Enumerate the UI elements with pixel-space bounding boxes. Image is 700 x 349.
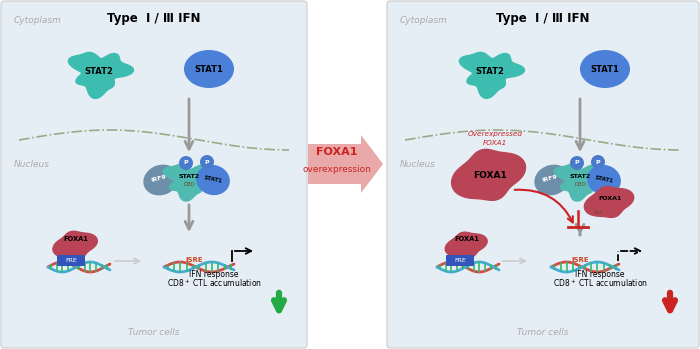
Text: overexpression: overexpression (302, 164, 372, 173)
Text: CD8$^+$ CTL accumulation: CD8$^+$ CTL accumulation (167, 277, 262, 289)
Text: FRE: FRE (65, 258, 77, 263)
Text: STAT1: STAT1 (594, 174, 614, 183)
Text: Nucleus: Nucleus (400, 160, 436, 169)
Text: FRE: FRE (454, 258, 466, 263)
Ellipse shape (144, 165, 178, 195)
Ellipse shape (196, 165, 230, 195)
Text: P: P (204, 159, 209, 164)
Text: STAT1: STAT1 (591, 65, 620, 74)
FancyBboxPatch shape (387, 1, 699, 348)
Ellipse shape (587, 165, 621, 195)
Text: ISRE: ISRE (186, 258, 203, 263)
FancyBboxPatch shape (57, 255, 85, 266)
Text: Cytoplasm: Cytoplasm (400, 16, 448, 25)
Text: FOXA1: FOXA1 (598, 195, 622, 200)
Text: Type  I / Ⅲ IFN: Type I / Ⅲ IFN (107, 12, 201, 25)
Ellipse shape (591, 155, 605, 169)
Text: STAT2: STAT2 (569, 174, 591, 179)
Text: FOXA1: FOXA1 (454, 236, 480, 242)
Text: STAT2: STAT2 (475, 67, 505, 76)
Text: IFN response: IFN response (189, 270, 239, 279)
Text: P: P (596, 159, 601, 164)
Text: Ser: Ser (594, 209, 603, 215)
Text: DBD: DBD (574, 181, 586, 186)
Text: Cytoplasm: Cytoplasm (14, 16, 62, 25)
Polygon shape (452, 149, 526, 200)
Polygon shape (459, 52, 524, 98)
Ellipse shape (534, 165, 570, 195)
Text: IRF9: IRF9 (542, 173, 559, 183)
Text: FOXA1: FOXA1 (316, 147, 358, 157)
FancyBboxPatch shape (446, 255, 474, 266)
Polygon shape (445, 232, 487, 258)
Text: STAT2: STAT2 (178, 174, 199, 179)
Text: Overexpressed: Overexpressed (468, 131, 522, 137)
Ellipse shape (184, 50, 234, 88)
Polygon shape (584, 186, 634, 217)
Text: Nucleus: Nucleus (14, 160, 50, 169)
Text: STAT2: STAT2 (85, 67, 113, 76)
Text: IFN response: IFN response (575, 270, 624, 279)
Polygon shape (69, 52, 134, 98)
Text: FOXA1: FOXA1 (64, 236, 88, 242)
Text: Tumor cells: Tumor cells (128, 328, 180, 337)
Text: ISRE: ISRE (571, 258, 589, 263)
Polygon shape (554, 164, 609, 201)
Text: FOXA1: FOXA1 (483, 140, 507, 146)
Text: Tumor cells: Tumor cells (517, 328, 568, 337)
Ellipse shape (179, 156, 193, 170)
FancyArrowPatch shape (514, 190, 573, 222)
Text: DBD: DBD (183, 181, 195, 186)
Text: STAT1: STAT1 (195, 65, 223, 74)
Polygon shape (53, 231, 97, 259)
FancyBboxPatch shape (1, 1, 307, 348)
Text: P: P (575, 161, 580, 165)
Text: IRF9: IRF9 (150, 173, 167, 183)
Text: FOXA1: FOXA1 (473, 171, 507, 179)
Text: CD8$^+$ CTL accumulation: CD8$^+$ CTL accumulation (552, 277, 648, 289)
Text: STAT1: STAT1 (203, 174, 223, 183)
Ellipse shape (580, 50, 630, 88)
Ellipse shape (200, 155, 214, 169)
FancyArrow shape (308, 135, 383, 193)
Text: Type  I / Ⅲ IFN: Type I / Ⅲ IFN (496, 12, 589, 25)
Text: P: P (183, 161, 188, 165)
Polygon shape (163, 164, 218, 201)
Ellipse shape (570, 156, 584, 170)
